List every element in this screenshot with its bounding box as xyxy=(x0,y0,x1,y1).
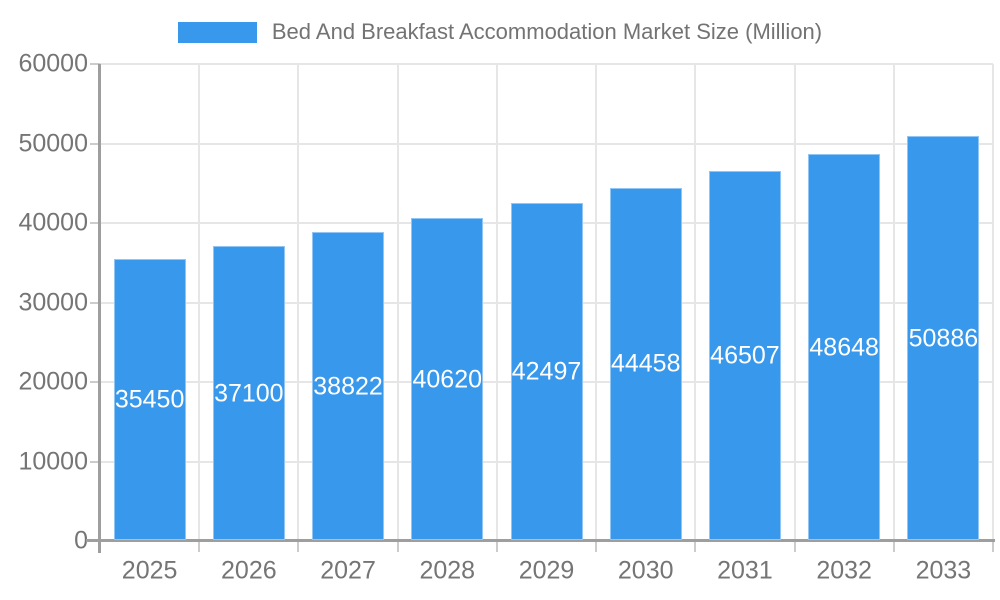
y-tick xyxy=(90,142,100,145)
x-tick-label: 2033 xyxy=(915,556,972,585)
y-tick xyxy=(90,381,100,383)
bar-2032[interactable] xyxy=(808,154,881,540)
bar-value-label: 35450 xyxy=(114,385,185,414)
x-gridline xyxy=(595,64,598,541)
y-tick-label: 10000 xyxy=(18,447,88,475)
x-tick-label: 2028 xyxy=(419,556,476,585)
x-tick xyxy=(595,542,598,552)
x-tick xyxy=(198,542,201,552)
legend-swatch xyxy=(177,21,257,43)
x-tick xyxy=(992,542,994,552)
bar-2027[interactable] xyxy=(312,232,385,540)
x-tick-label: 2029 xyxy=(518,556,575,585)
y-axis-line xyxy=(98,64,101,553)
bar-2033[interactable] xyxy=(907,136,980,540)
y-gridline xyxy=(100,63,993,65)
bar-value-label: 38822 xyxy=(313,372,383,401)
y-tick-label: 30000 xyxy=(18,288,88,316)
x-gridline xyxy=(892,64,895,541)
x-tick xyxy=(694,542,697,552)
x-tick-label: 2030 xyxy=(617,556,674,585)
y-tick xyxy=(90,63,100,65)
x-tick-label: 2032 xyxy=(816,556,872,585)
x-gridline xyxy=(495,64,498,541)
bar-value-label: 44458 xyxy=(610,349,681,378)
bar-value-label: 48648 xyxy=(809,333,879,362)
bar-value-label: 50886 xyxy=(908,324,979,353)
x-gridline xyxy=(198,64,201,541)
x-tick-label: 2026 xyxy=(221,556,277,585)
bar-2025[interactable] xyxy=(113,259,186,540)
x-tick-label: 2025 xyxy=(121,556,178,585)
y-tick-label: 20000 xyxy=(18,367,88,396)
y-tick-label: 50000 xyxy=(18,129,88,157)
bar-2029[interactable] xyxy=(510,203,583,540)
x-gridline xyxy=(396,64,399,541)
x-tick xyxy=(297,542,300,552)
x-gridline xyxy=(793,64,796,541)
y-gridline xyxy=(100,142,993,145)
bar-2026[interactable] xyxy=(212,246,285,540)
x-gridline xyxy=(694,64,697,541)
bar-value-label: 37100 xyxy=(214,379,284,408)
bar-value-label: 46507 xyxy=(710,341,780,370)
x-gridline xyxy=(992,64,994,541)
y-tick-label: 60000 xyxy=(18,49,88,78)
x-tick-label: 2031 xyxy=(717,556,773,585)
x-gridline xyxy=(297,64,300,541)
y-tick-label: 0 xyxy=(74,526,88,555)
x-axis-line xyxy=(86,539,995,542)
bar-2028[interactable] xyxy=(411,218,484,540)
x-tick xyxy=(892,542,895,552)
legend-label: Bed And Breakfast Accommodation Market S… xyxy=(271,19,823,44)
y-tick xyxy=(90,301,100,304)
y-tick xyxy=(90,222,100,224)
bar-2030[interactable] xyxy=(609,187,682,540)
bar-2031[interactable] xyxy=(708,171,781,540)
y-tick xyxy=(90,460,100,463)
legend[interactable]: Bed And Breakfast Accommodation Market S… xyxy=(0,19,1000,45)
bar-value-label: 40620 xyxy=(412,365,483,394)
x-tick xyxy=(793,542,796,552)
y-tick-label: 40000 xyxy=(18,208,88,237)
bar-value-label: 42497 xyxy=(511,357,582,386)
x-tick xyxy=(396,542,399,552)
x-tick xyxy=(495,542,498,552)
x-tick-label: 2027 xyxy=(320,556,376,585)
